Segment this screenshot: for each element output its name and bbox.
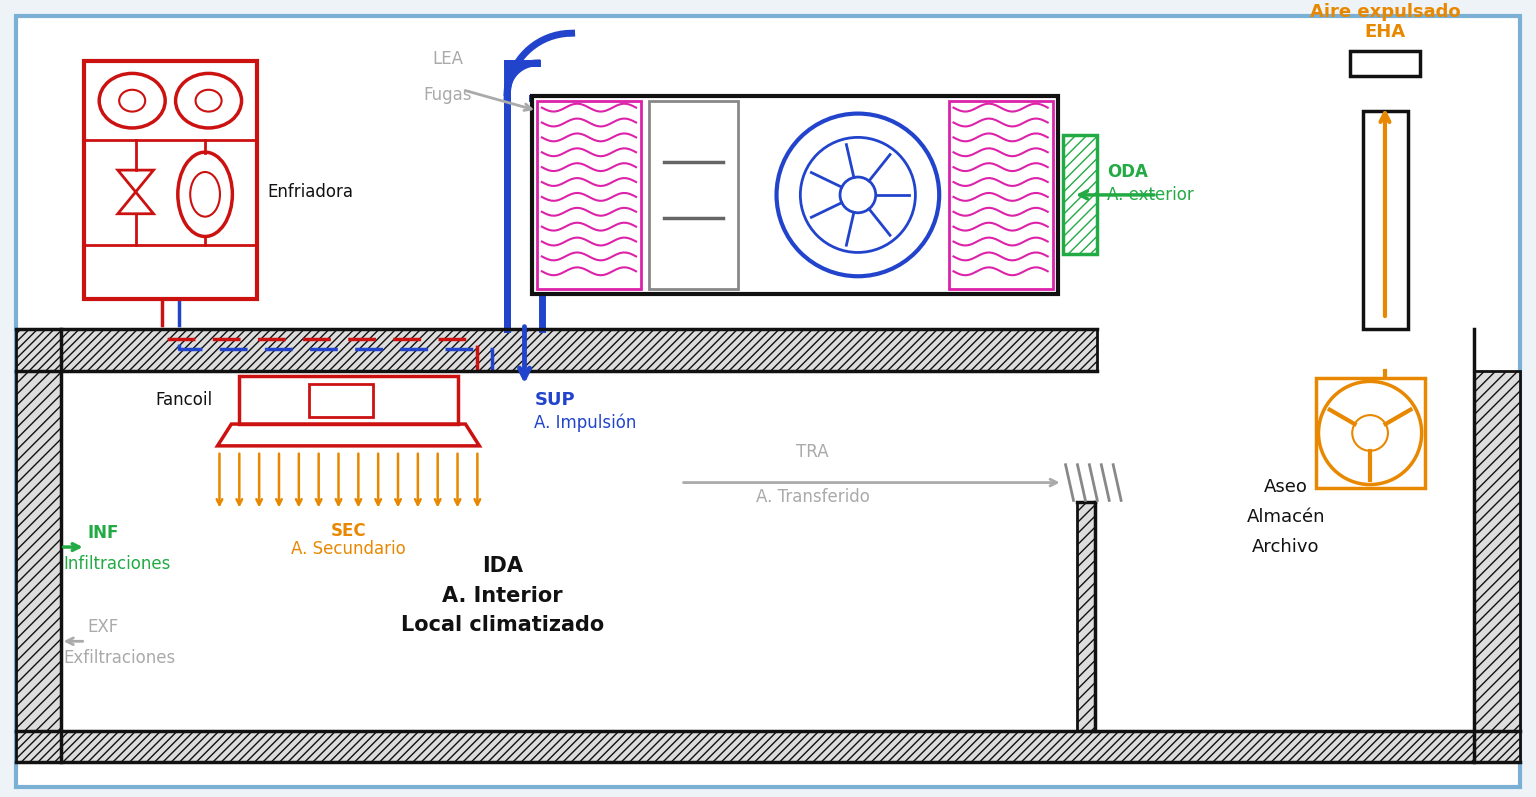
Bar <box>1475 371 1519 731</box>
Text: TRA: TRA <box>796 443 829 461</box>
Ellipse shape <box>100 73 166 128</box>
Bar <box>538 100 641 289</box>
Ellipse shape <box>175 73 241 128</box>
Bar <box>1350 51 1419 76</box>
Text: LEA: LEA <box>432 50 464 68</box>
Text: SUP: SUP <box>535 391 574 410</box>
Text: Archivo: Archivo <box>1252 538 1319 556</box>
Text: ODA: ODA <box>1107 163 1147 181</box>
Bar <box>240 376 458 424</box>
Text: A. Transferido: A. Transferido <box>756 488 869 505</box>
Bar <box>531 96 1058 294</box>
Ellipse shape <box>190 172 220 217</box>
Text: A. Secundario: A. Secundario <box>290 540 406 558</box>
Text: Aire expulsado: Aire expulsado <box>1310 3 1461 22</box>
Text: Fugas: Fugas <box>424 86 472 104</box>
Text: EXF: EXF <box>88 618 118 636</box>
Circle shape <box>777 114 938 277</box>
Ellipse shape <box>120 90 146 112</box>
Bar <box>17 371 61 731</box>
Text: Infiltraciones: Infiltraciones <box>65 555 170 573</box>
Text: INF: INF <box>88 524 118 542</box>
Bar <box>17 731 1519 762</box>
Text: Exfiltraciones: Exfiltraciones <box>65 650 177 667</box>
Text: A. Interior: A. Interior <box>442 586 562 606</box>
Text: SEC: SEC <box>330 522 366 540</box>
Circle shape <box>1352 415 1389 451</box>
Text: Fancoil: Fancoil <box>155 391 212 409</box>
Circle shape <box>1318 382 1422 485</box>
Bar <box>1362 111 1409 329</box>
Bar <box>650 100 739 289</box>
Text: Aseo: Aseo <box>1264 478 1307 497</box>
Text: Local climatizado: Local climatizado <box>401 615 604 635</box>
Bar <box>1077 502 1095 731</box>
Bar <box>83 61 257 299</box>
Bar <box>309 384 373 417</box>
Text: IDA: IDA <box>482 556 522 576</box>
Text: A. exterior: A. exterior <box>1107 186 1193 204</box>
Ellipse shape <box>195 90 221 112</box>
Bar <box>1063 135 1097 254</box>
Bar <box>1315 379 1425 488</box>
Circle shape <box>800 137 915 253</box>
Ellipse shape <box>178 152 232 237</box>
Text: A. Impulsión: A. Impulsión <box>535 413 637 432</box>
Bar <box>949 100 1052 289</box>
Text: EHA: EHA <box>1364 23 1405 41</box>
Text: Enfriadora: Enfriadora <box>267 183 353 201</box>
Circle shape <box>840 177 876 213</box>
Bar <box>17 329 1097 371</box>
Text: Almacén: Almacén <box>1247 508 1326 526</box>
